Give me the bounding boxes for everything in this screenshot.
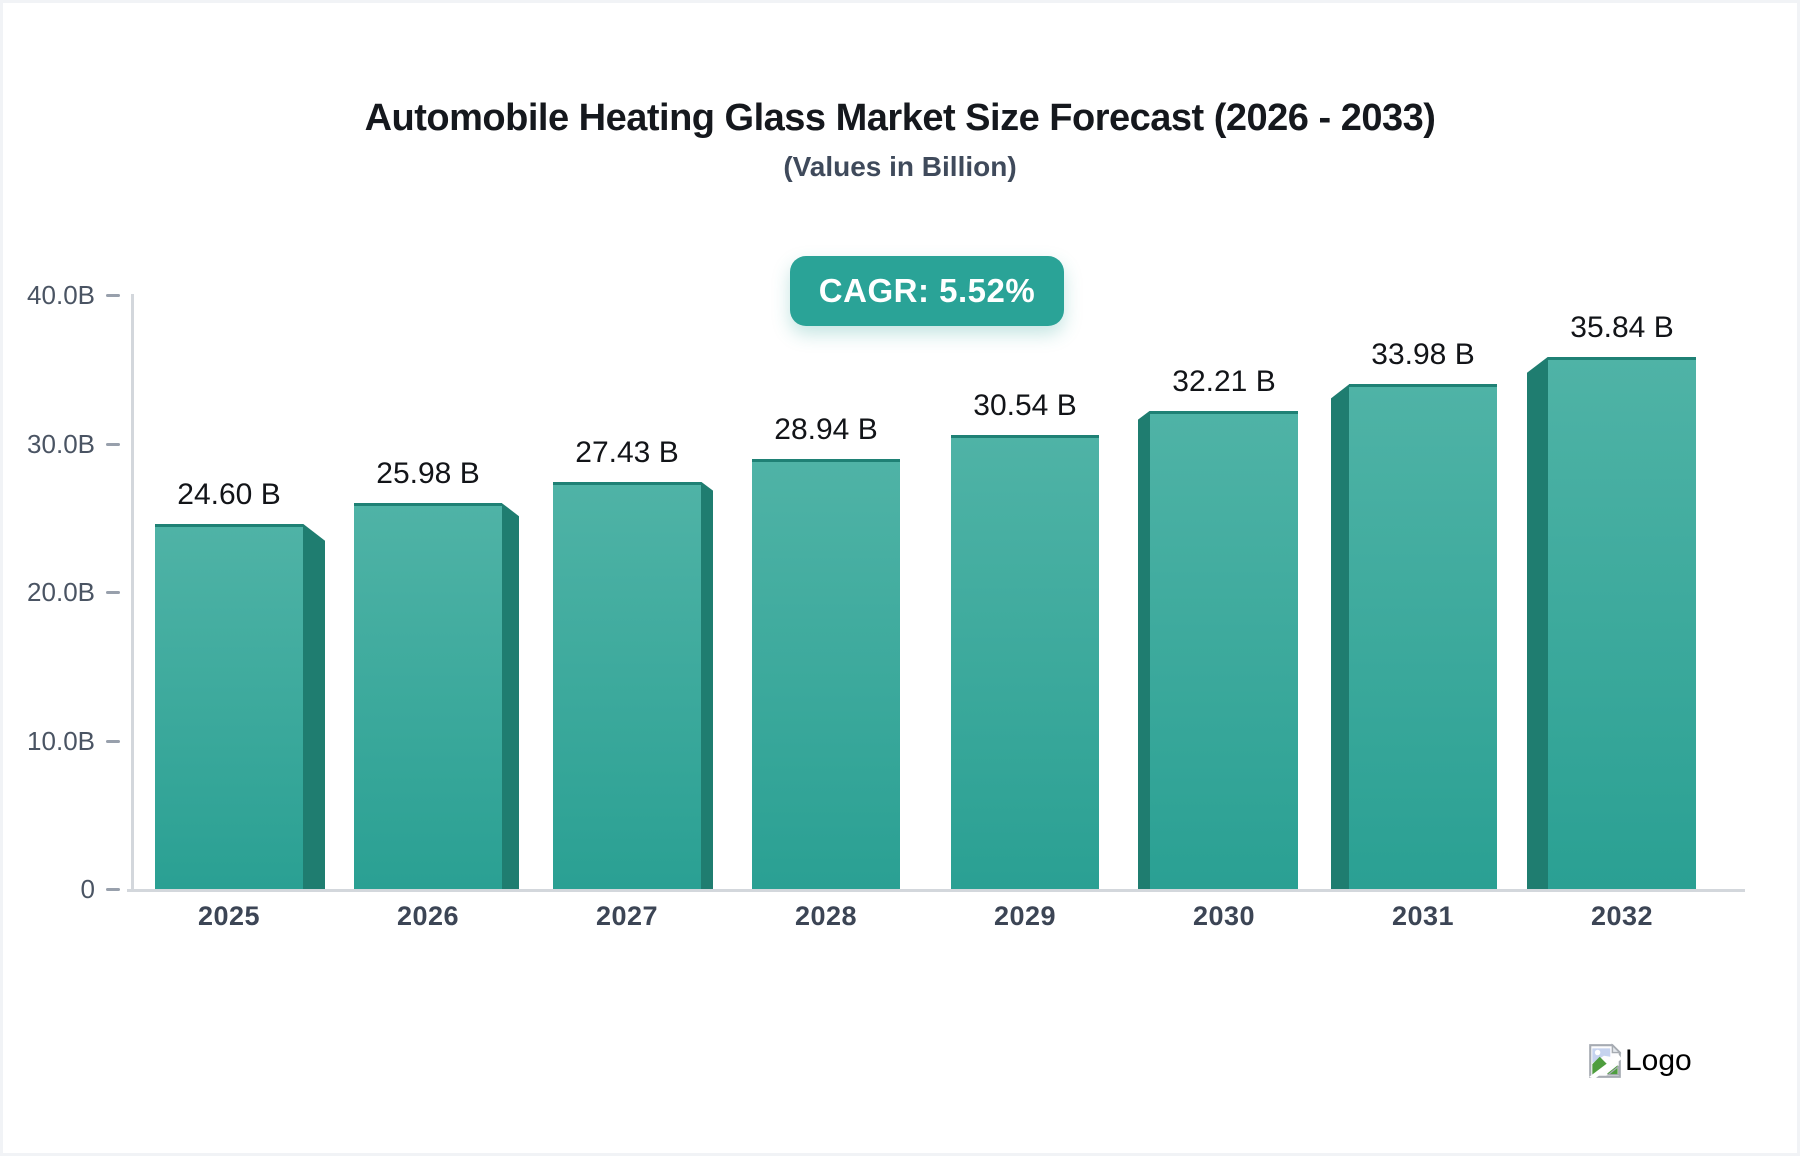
x-axis-label: 2025	[197, 901, 261, 931]
y-axis-tick-label: 30.0B	[27, 428, 95, 459]
page-subtitle: (Values in Billion)	[783, 151, 1017, 182]
bar-value-label: 32.21 B	[1172, 364, 1276, 398]
x-axis-line	[127, 889, 1745, 892]
page-title: Automobile Heating Glass Market Size For…	[364, 97, 1436, 139]
bar-side-face	[1527, 356, 1548, 889]
x-axis-label: 2026	[396, 901, 460, 931]
x-axis-label: 2028	[794, 901, 858, 931]
logo: Logo	[1586, 1041, 1692, 1081]
bar	[951, 435, 1099, 889]
x-axis-label: 2030	[1192, 901, 1256, 931]
y-axis-tick	[106, 294, 120, 297]
bar-value-label: 25.98 B	[376, 457, 480, 491]
bar-value-label: 30.54 B	[973, 389, 1077, 423]
y-axis-tick-label: 0	[80, 874, 95, 904]
bar	[1349, 384, 1497, 889]
bar-value-label: 33.98 B	[1371, 338, 1475, 372]
bar	[155, 523, 303, 889]
bar-side-face	[502, 503, 519, 889]
bar-value-label: 28.94 B	[774, 413, 878, 447]
bar	[354, 503, 502, 889]
y-axis-tick	[106, 739, 120, 743]
y-axis-tick-label: 20.0B	[27, 577, 95, 607]
x-axis-label: 2029	[993, 901, 1057, 931]
y-axis-tick	[106, 888, 120, 891]
bar-side-face	[1331, 384, 1349, 889]
bar	[752, 459, 900, 889]
logo-alt-text: Logo	[1625, 1044, 1692, 1077]
broken-image-icon	[1589, 1043, 1622, 1079]
bar-side-face	[1138, 410, 1150, 889]
y-axis-tick	[106, 442, 120, 446]
y-axis-tick-label: 40.0B	[27, 280, 95, 310]
cagr-badge: CAGR: 5.52%	[790, 256, 1064, 326]
y-axis-line	[131, 294, 134, 889]
y-axis-tick	[106, 591, 120, 594]
bar-side-face	[701, 481, 713, 889]
y-axis-tick-label: 10.0B	[27, 725, 95, 756]
bar-value-label: 35.84 B	[1570, 310, 1674, 344]
bar-value-label: 24.60 B	[177, 477, 281, 511]
bar	[1150, 410, 1298, 889]
bar-value-label: 27.43 B	[575, 435, 679, 469]
x-axis-label: 2032	[1590, 901, 1654, 931]
bar	[1548, 356, 1696, 889]
x-axis-label: 2031	[1391, 901, 1455, 931]
x-axis-label: 2027	[595, 901, 659, 931]
bar	[553, 481, 701, 889]
bar-side-face	[303, 523, 325, 889]
